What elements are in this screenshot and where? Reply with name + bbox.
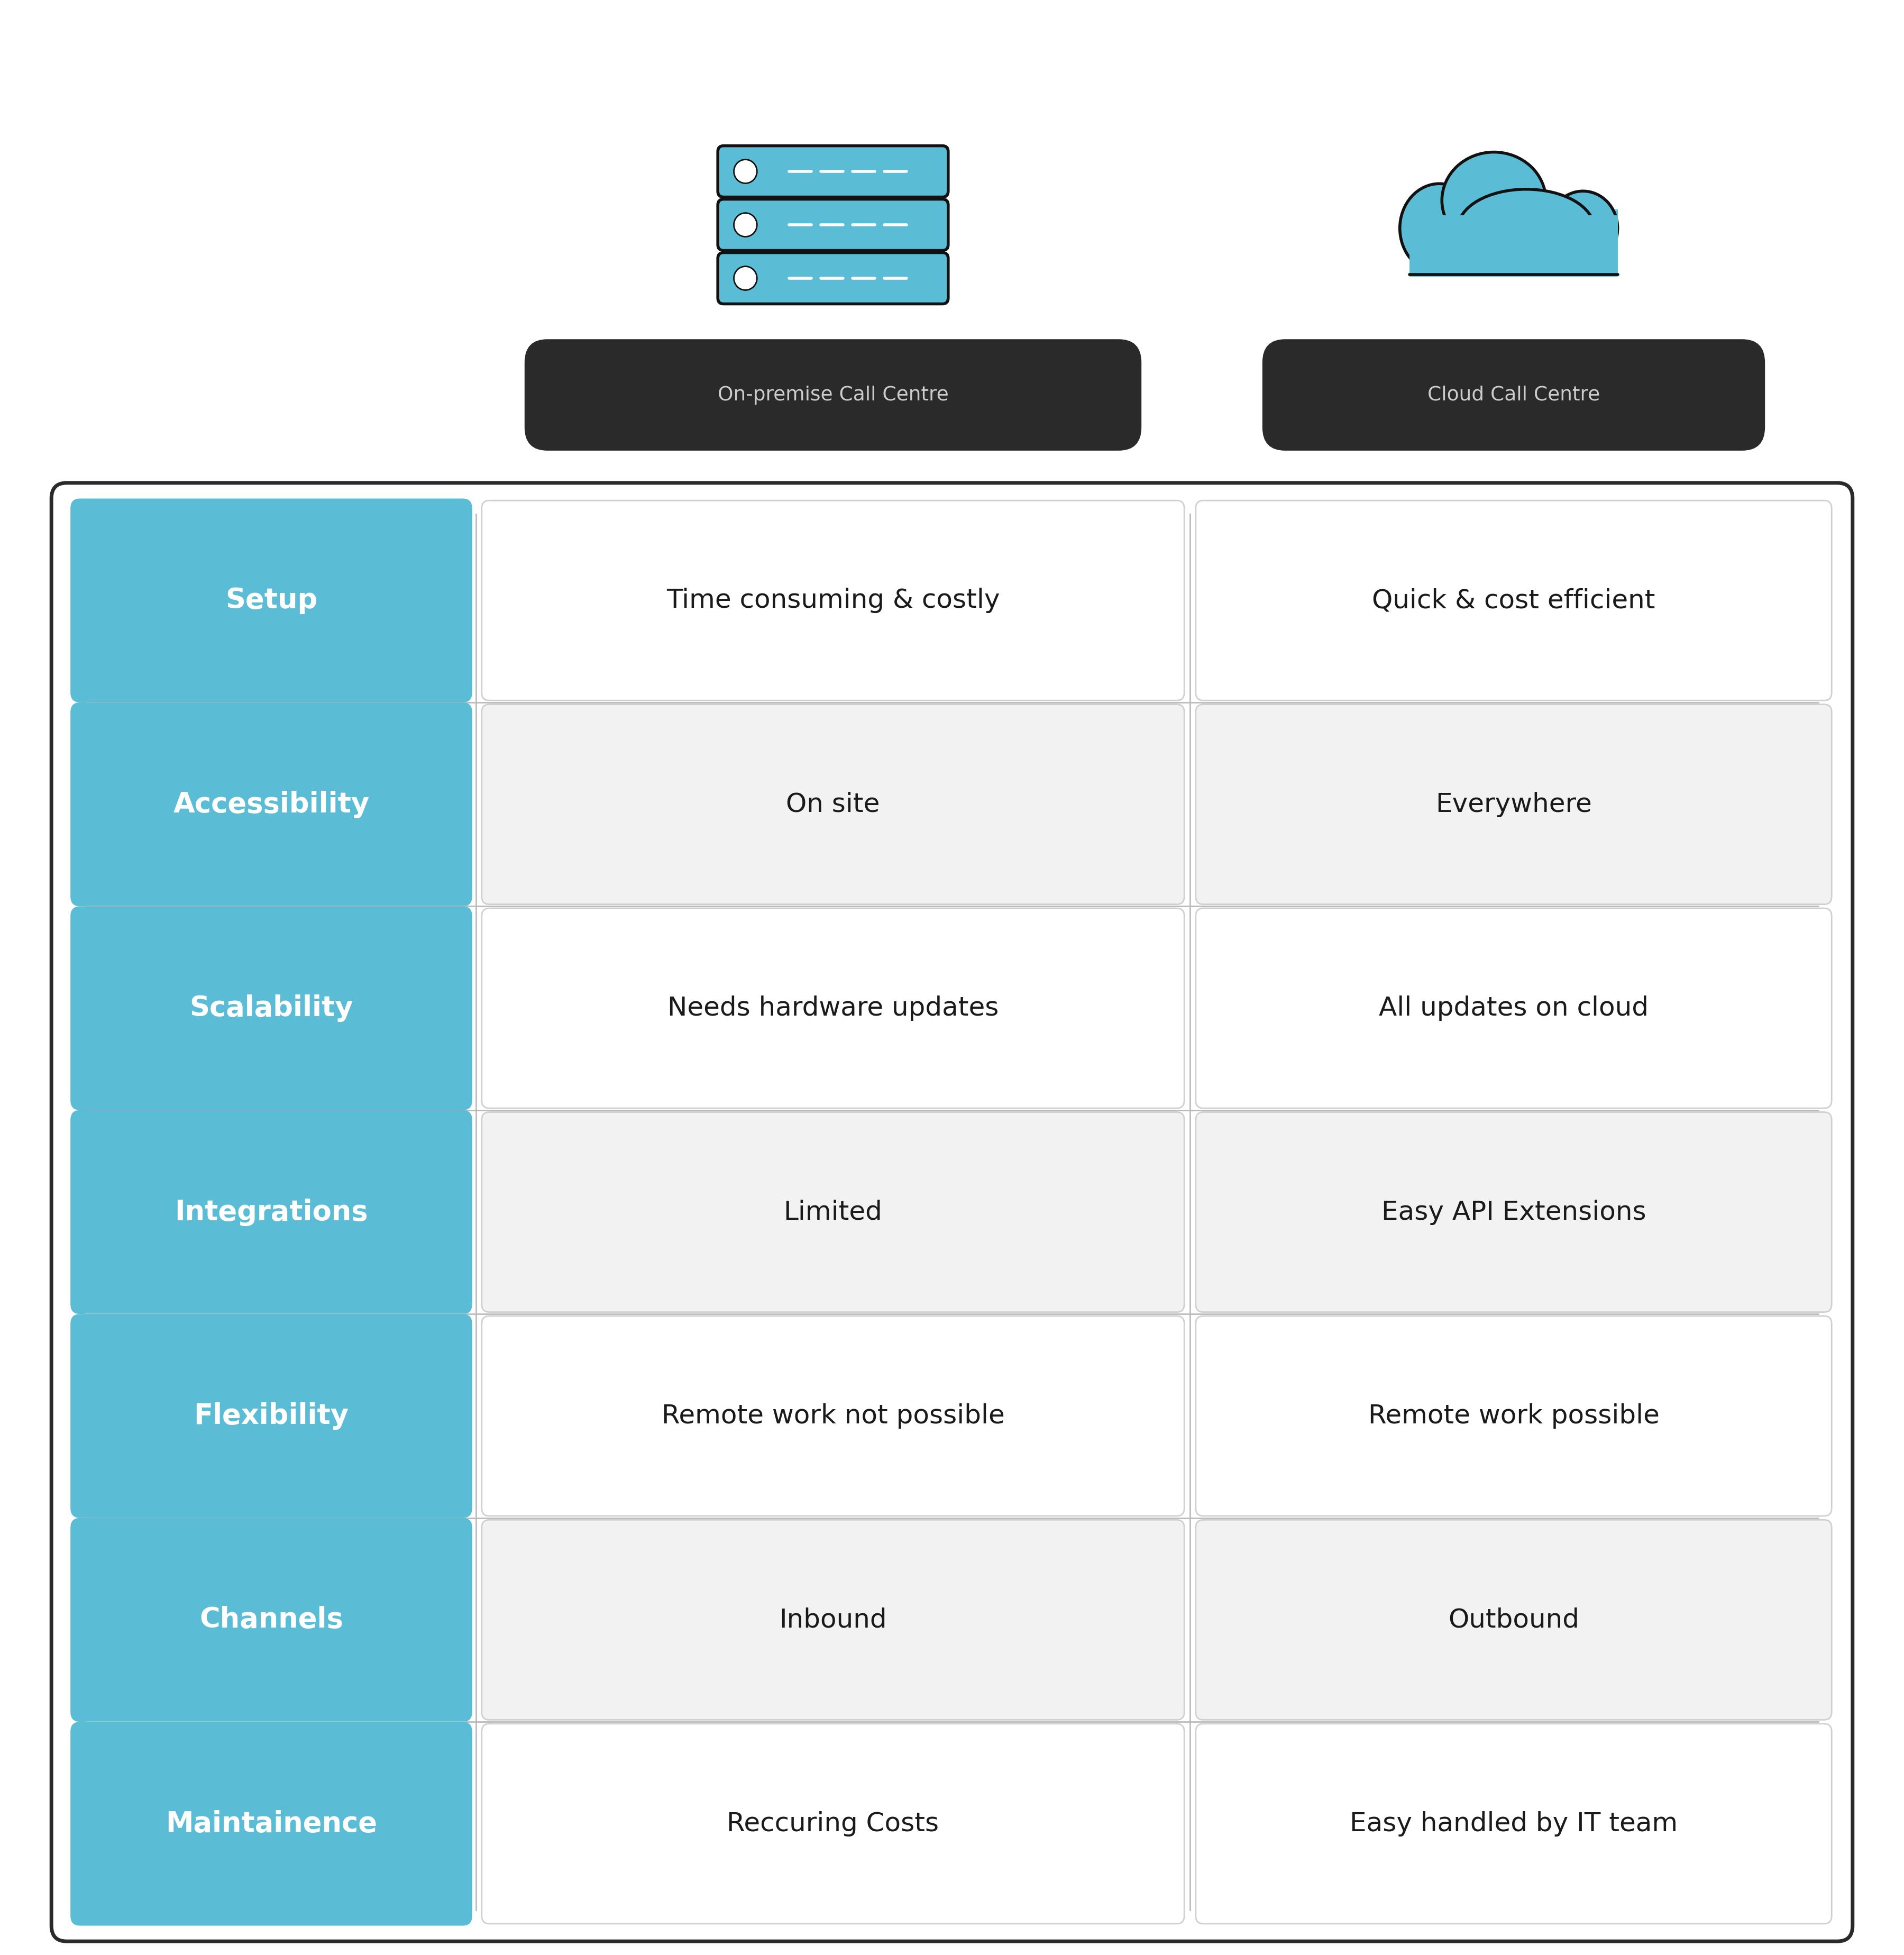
Text: Inbound: Inbound <box>779 1607 887 1632</box>
Text: Everywhere: Everywhere <box>1436 792 1592 817</box>
Circle shape <box>733 213 758 237</box>
Text: On site: On site <box>786 792 880 817</box>
Text: Accessibility: Accessibility <box>173 790 369 817</box>
Text: Integrations: Integrations <box>175 1198 367 1226</box>
FancyBboxPatch shape <box>482 1316 1184 1515</box>
Text: Channels: Channels <box>200 1607 343 1634</box>
FancyBboxPatch shape <box>1196 1112 1832 1312</box>
FancyBboxPatch shape <box>482 704 1184 905</box>
Text: Time consuming & costly: Time consuming & costly <box>666 588 1000 614</box>
FancyBboxPatch shape <box>482 909 1184 1108</box>
FancyBboxPatch shape <box>718 199 948 250</box>
Circle shape <box>733 266 758 289</box>
Text: On-premise Call Centre: On-premise Call Centre <box>718 385 948 405</box>
Text: Remote work not possible: Remote work not possible <box>661 1404 1005 1429</box>
Text: Cloud Call Centre: Cloud Call Centre <box>1428 385 1599 405</box>
FancyBboxPatch shape <box>70 1517 472 1722</box>
FancyBboxPatch shape <box>524 338 1140 450</box>
Text: Setup: Setup <box>225 586 318 614</box>
FancyBboxPatch shape <box>51 483 1853 1941</box>
Circle shape <box>733 160 758 184</box>
Text: Reccuring Costs: Reccuring Costs <box>727 1810 939 1836</box>
FancyBboxPatch shape <box>1196 1724 1832 1924</box>
Ellipse shape <box>1548 192 1618 266</box>
FancyBboxPatch shape <box>1196 500 1832 700</box>
FancyBboxPatch shape <box>70 1722 472 1926</box>
FancyBboxPatch shape <box>482 500 1184 700</box>
FancyBboxPatch shape <box>1196 1316 1832 1515</box>
Text: Maintainence: Maintainence <box>166 1810 377 1838</box>
Text: Flexibility: Flexibility <box>194 1402 348 1429</box>
Text: Limited: Limited <box>784 1200 882 1224</box>
FancyBboxPatch shape <box>70 1110 472 1314</box>
FancyBboxPatch shape <box>70 702 472 907</box>
FancyBboxPatch shape <box>1196 704 1832 905</box>
Text: All updates on cloud: All updates on cloud <box>1378 995 1649 1021</box>
FancyBboxPatch shape <box>1196 1519 1832 1720</box>
Text: Remote work possible: Remote work possible <box>1367 1404 1660 1429</box>
FancyBboxPatch shape <box>70 1314 472 1517</box>
Bar <box>1409 209 1618 274</box>
FancyBboxPatch shape <box>718 147 948 197</box>
Ellipse shape <box>1458 190 1594 268</box>
Text: Outbound: Outbound <box>1449 1607 1578 1632</box>
Text: Needs hardware updates: Needs hardware updates <box>668 995 998 1021</box>
Text: Easy handled by IT team: Easy handled by IT team <box>1350 1810 1677 1836</box>
FancyBboxPatch shape <box>1196 909 1832 1108</box>
FancyBboxPatch shape <box>482 1112 1184 1312</box>
FancyBboxPatch shape <box>482 1519 1184 1720</box>
FancyBboxPatch shape <box>1262 338 1765 450</box>
FancyBboxPatch shape <box>70 499 472 702</box>
Bar <box>1409 215 1618 276</box>
Ellipse shape <box>1441 152 1546 248</box>
FancyBboxPatch shape <box>718 252 948 303</box>
FancyBboxPatch shape <box>70 907 472 1110</box>
Ellipse shape <box>1399 184 1479 274</box>
Text: Scalability: Scalability <box>188 995 354 1022</box>
Text: Easy API Extensions: Easy API Extensions <box>1380 1200 1647 1224</box>
Text: Quick & cost efficient: Quick & cost efficient <box>1373 588 1655 614</box>
FancyBboxPatch shape <box>482 1724 1184 1924</box>
